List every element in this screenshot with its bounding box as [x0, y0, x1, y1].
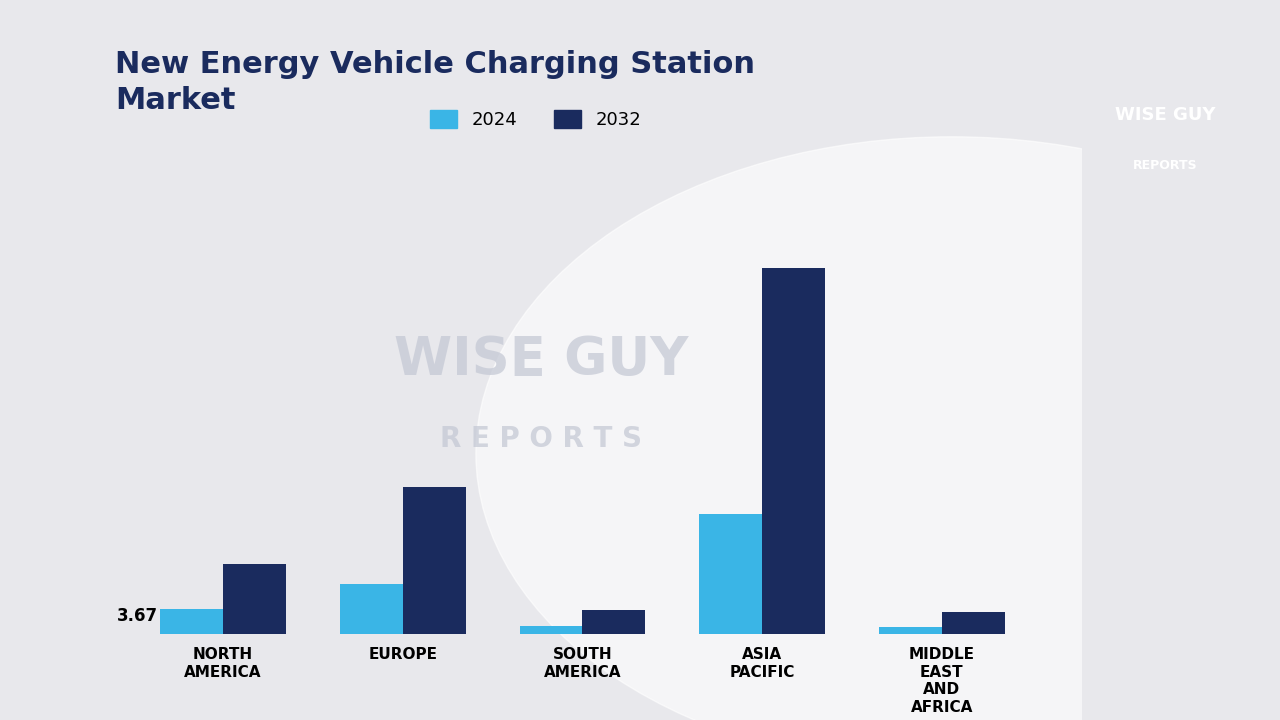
Text: 3.67: 3.67 — [116, 607, 159, 625]
Bar — [160, 609, 223, 634]
Bar — [879, 627, 942, 634]
Circle shape — [476, 137, 1280, 720]
Bar — [762, 268, 826, 634]
Legend: 2024, 2032: 2024, 2032 — [424, 103, 648, 136]
Bar — [699, 514, 762, 634]
Text: R E P O R T S: R E P O R T S — [440, 426, 641, 453]
Bar — [520, 626, 582, 634]
Bar — [223, 564, 285, 634]
Bar — [942, 612, 1005, 634]
Bar — [582, 611, 645, 634]
Bar — [339, 584, 403, 634]
Text: WISE GUY: WISE GUY — [1115, 107, 1215, 124]
Text: WISE GUY: WISE GUY — [394, 334, 687, 386]
Text: New Energy Vehicle Charging Station
Market: New Energy Vehicle Charging Station Mark… — [115, 50, 755, 115]
Bar — [403, 487, 466, 634]
Text: REPORTS: REPORTS — [1133, 159, 1197, 172]
